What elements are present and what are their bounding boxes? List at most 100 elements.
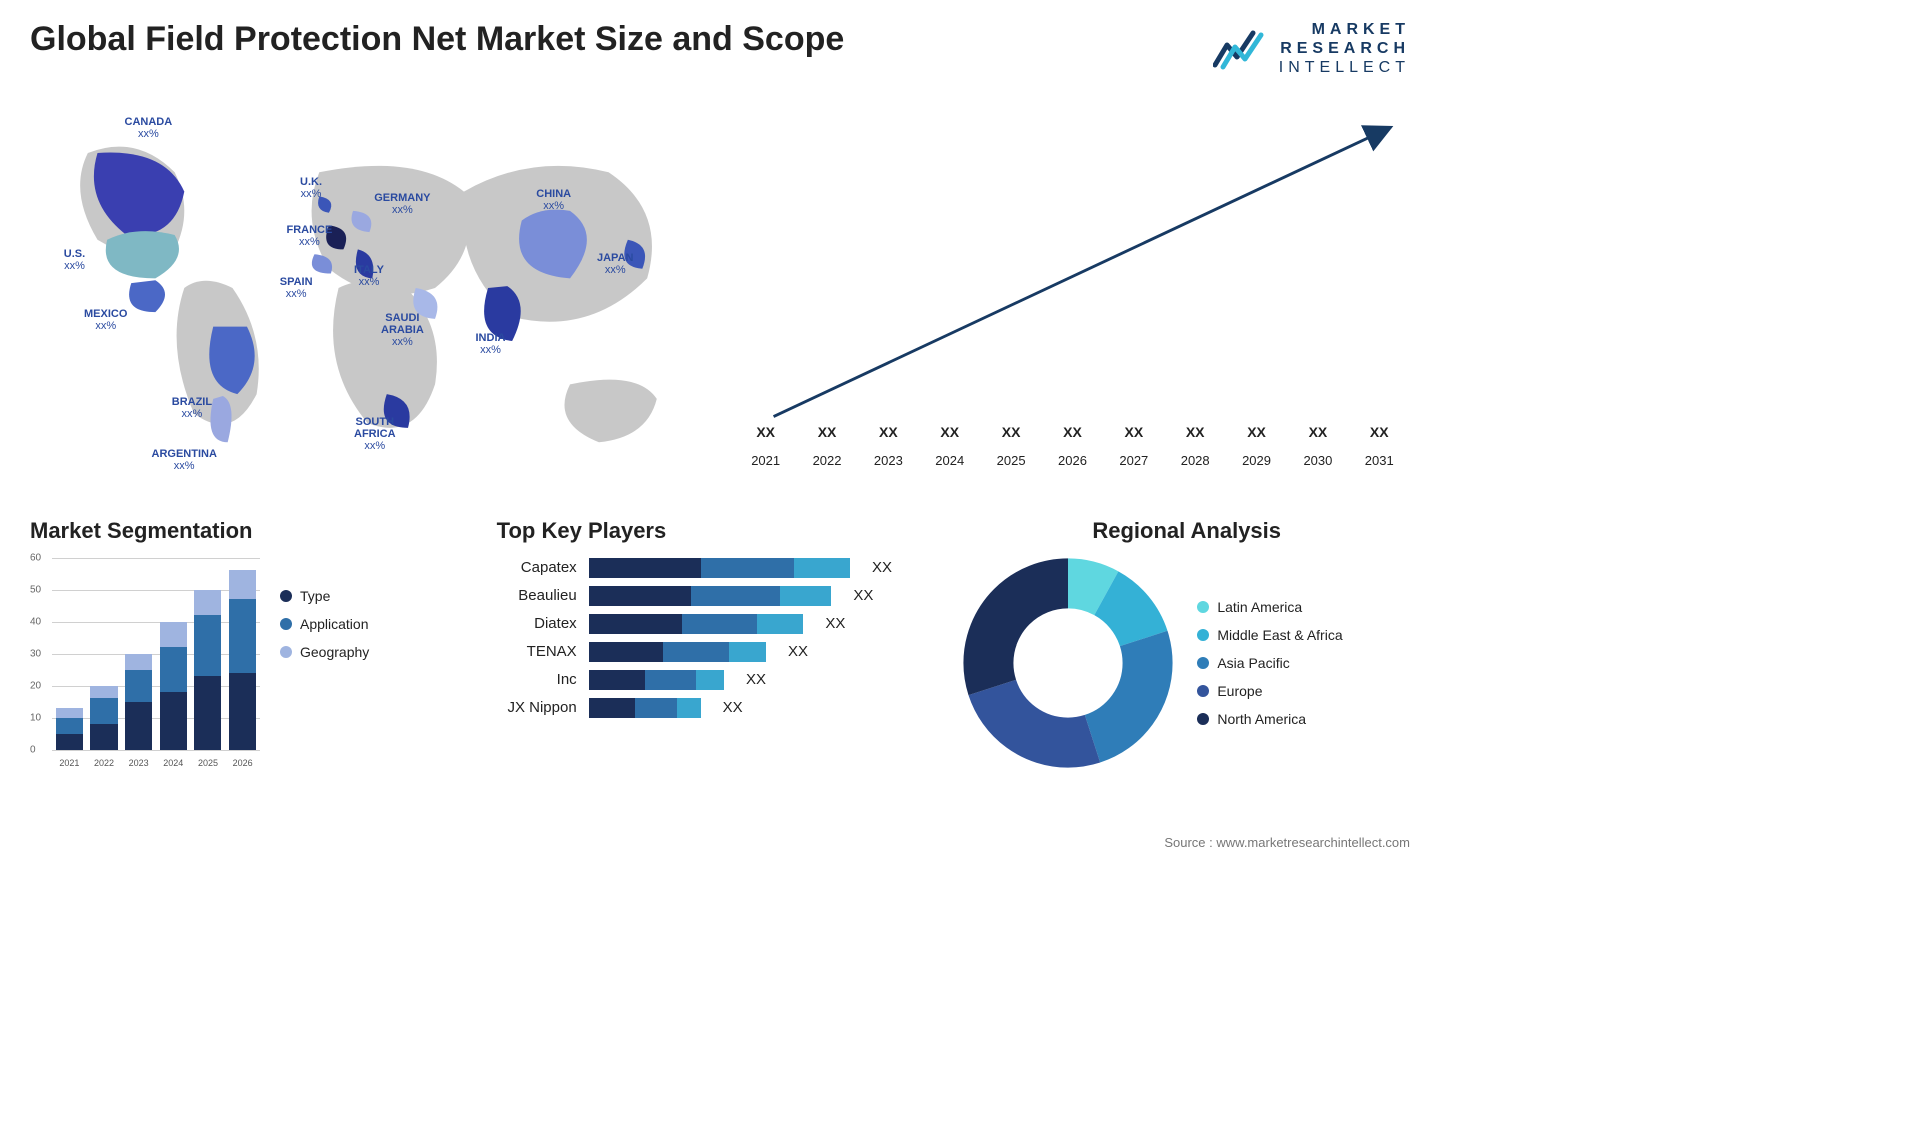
growth-bar-value: XX [756, 424, 775, 440]
key-player-value: XX [825, 615, 845, 632]
seg-y-label: 40 [30, 616, 41, 627]
growth-x-label: 2021 [735, 453, 796, 468]
key-player-value: XX [853, 587, 873, 604]
key-player-value: XX [746, 671, 766, 688]
logo-line3: INTELLECT [1279, 58, 1410, 77]
key-player-name: TENAX [497, 643, 577, 660]
growth-x-label: 2027 [1103, 453, 1164, 468]
legend-label: Middle East & Africa [1217, 627, 1342, 643]
legend-dot-icon [280, 590, 292, 602]
key-player-name: JX Nippon [497, 699, 577, 716]
growth-x-label: 2031 [1349, 453, 1410, 468]
key-player-name: Inc [497, 671, 577, 688]
growth-bar: XX [919, 424, 980, 444]
growth-bar-value: XX [1002, 424, 1021, 440]
growth-bar-value: XX [940, 424, 959, 440]
key-player-bar [589, 586, 832, 606]
regional-title: Regional Analysis [963, 518, 1410, 544]
map-label: U.K.xx% [300, 176, 322, 200]
seg-x-label: 2025 [194, 758, 221, 768]
map-label: SAUDIARABIAxx% [381, 312, 424, 348]
growth-bar-value: XX [1186, 424, 1205, 440]
key-player-value: XX [788, 643, 808, 660]
growth-bar-value: XX [1063, 424, 1082, 440]
legend-label: Application [300, 616, 369, 632]
growth-bar: XX [858, 424, 919, 444]
growth-bar: XX [1288, 424, 1349, 444]
map-label: ITALYxx% [354, 264, 384, 288]
map-label: CHINAxx% [536, 188, 571, 212]
growth-x-label: 2026 [1042, 453, 1103, 468]
map-label: U.S.xx% [64, 248, 85, 272]
logo-line1: MARKET [1279, 20, 1410, 39]
page-title: Global Field Protection Net Market Size … [30, 20, 844, 59]
logo-mark-icon [1213, 27, 1269, 71]
seg-y-label: 10 [30, 712, 41, 723]
legend-label: North America [1217, 711, 1306, 727]
segmentation-panel: Market Segmentation 0102030405060 202120… [30, 518, 477, 768]
growth-bar-value: XX [879, 424, 898, 440]
segmentation-legend: TypeApplicationGeography [280, 558, 369, 768]
growth-bar-chart: XXXXXXXXXXXXXXXXXXXXXX 20212022202320242… [735, 88, 1410, 468]
legend-label: Latin America [1217, 599, 1302, 615]
legend-item: Middle East & Africa [1197, 627, 1342, 643]
seg-y-label: 0 [30, 744, 36, 755]
legend-item: North America [1197, 711, 1342, 727]
growth-x-label: 2022 [797, 453, 858, 468]
key-player-bar [589, 614, 804, 634]
growth-x-label: 2025 [981, 453, 1042, 468]
growth-bar: XX [1349, 424, 1410, 444]
seg-y-label: 30 [30, 648, 41, 659]
growth-bar-value: XX [1370, 424, 1389, 440]
seg-bar [90, 686, 117, 750]
growth-x-label: 2028 [1165, 453, 1226, 468]
regional-legend: Latin America Middle East & Africa Asia Pa… [1197, 599, 1342, 727]
growth-x-label: 2029 [1226, 453, 1287, 468]
map-label: JAPANxx% [597, 252, 633, 276]
map-label: FRANCExx% [287, 224, 333, 248]
seg-bar [125, 654, 152, 750]
growth-x-label: 2024 [919, 453, 980, 468]
key-players-panel: Top Key Players CapatexXXBeaulieuXXDiate… [497, 518, 944, 768]
growth-bar-value: XX [1309, 424, 1328, 440]
logo-line2: RESEARCH [1279, 39, 1410, 58]
legend-dot-icon [1197, 685, 1209, 697]
growth-x-label: 2030 [1288, 453, 1349, 468]
world-map: CANADAxx%U.S.xx%MEXICOxx%BRAZILxx%ARGENT… [30, 88, 705, 488]
legend-item: Latin America [1197, 599, 1342, 615]
regional-donut-chart [963, 558, 1173, 768]
growth-bar-value: XX [818, 424, 837, 440]
key-player-bar [589, 670, 724, 690]
key-player-bar [589, 698, 701, 718]
key-player-row: Diatex XX [497, 614, 944, 634]
legend-dot-icon [1197, 629, 1209, 641]
key-player-row: JX Nippon XX [497, 698, 944, 718]
growth-x-label: 2023 [858, 453, 919, 468]
map-label: CANADAxx% [125, 116, 173, 140]
key-player-value: XX [723, 699, 743, 716]
key-player-name: Capatex [497, 559, 577, 576]
key-player-name: Diatex [497, 615, 577, 632]
seg-x-label: 2024 [160, 758, 187, 768]
legend-dot-icon [280, 646, 292, 658]
seg-bar [194, 590, 221, 750]
legend-item: Asia Pacific [1197, 655, 1342, 671]
growth-bar: XX [797, 424, 858, 444]
seg-bar [56, 708, 83, 750]
seg-y-label: 60 [30, 552, 41, 563]
growth-bar: XX [1042, 424, 1103, 444]
seg-x-label: 2022 [90, 758, 117, 768]
key-player-row: TENAX XX [497, 642, 944, 662]
seg-x-label: 2026 [229, 758, 256, 768]
map-label: MEXICOxx% [84, 308, 127, 332]
growth-bar: XX [981, 424, 1042, 444]
key-player-row: CapatexXX [497, 558, 944, 578]
legend-dot-icon [280, 618, 292, 630]
seg-y-label: 20 [30, 680, 41, 691]
segmentation-chart: 0102030405060 202120222023202420252026 [30, 558, 260, 768]
legend-dot-icon [1197, 601, 1209, 613]
legend-label: Europe [1217, 683, 1262, 699]
key-players-title: Top Key Players [497, 518, 944, 544]
seg-y-label: 50 [30, 584, 41, 595]
key-players-chart: CapatexXXBeaulieuXXDiatexXXTENAXXXIncXXJ… [497, 558, 944, 718]
